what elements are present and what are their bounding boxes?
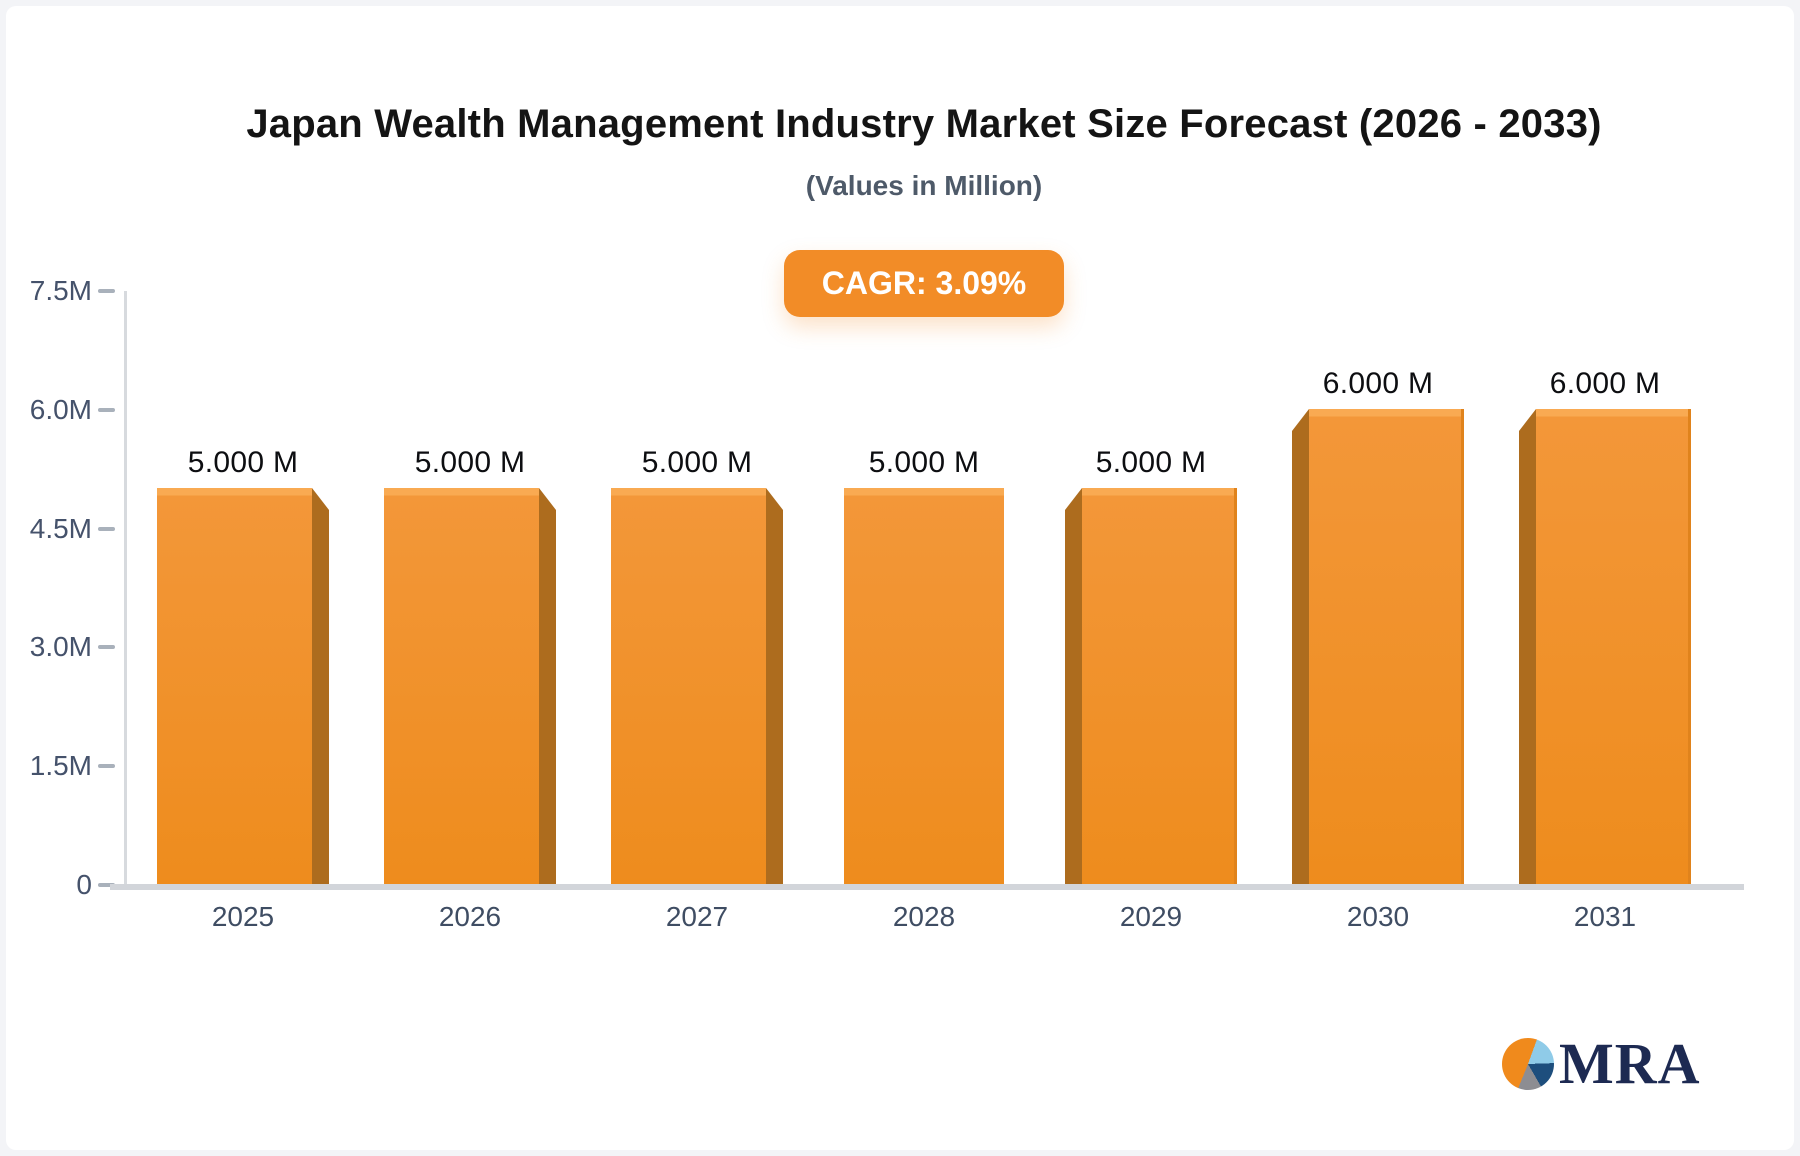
bar-side-shade-2026: [539, 488, 556, 884]
bar-face-2028: [844, 488, 1004, 884]
bar-value-label-2025: 5.000 M: [187, 446, 299, 479]
bar-side-shade-2030: [1292, 409, 1309, 884]
y-axis-tick-mark: [98, 407, 115, 412]
y-axis-tick-label: 4.5M: [29, 512, 92, 544]
x-axis-label-2027: 2027: [665, 901, 729, 932]
bar-face-2029: [1082, 488, 1237, 884]
bar-2025: [157, 488, 329, 884]
bar-2029: [1065, 488, 1237, 884]
cagr-badge-row: CAGR: 3.09%: [48, 250, 1800, 317]
bar-value-label-2030: 6.000 M: [1322, 367, 1434, 400]
bar-side-shade-2029: [1065, 488, 1082, 884]
x-axis-label-2026: 2026: [438, 901, 502, 932]
bar-face-2031: [1536, 409, 1691, 884]
bar-face-2027: [611, 488, 766, 884]
bar-value-label-2027: 5.000 M: [641, 446, 753, 479]
y-axis-tick-label: 0: [76, 869, 92, 900]
bar-value-label-2031: 6.000 M: [1549, 367, 1661, 400]
chart-subtitle: (Values in Million): [805, 170, 1043, 201]
y-axis-tick-label: 7.5M: [29, 275, 92, 306]
x-axis-label-2031: 2031: [1573, 901, 1637, 932]
x-axis-label-2025: 2025: [211, 901, 275, 932]
mra-logo: MRA: [1502, 1031, 1701, 1096]
bar-2030: [1292, 409, 1464, 884]
bar-2028: [838, 488, 1010, 884]
y-axis-tick-mark: [98, 764, 115, 769]
y-axis-tick-label: 1.5M: [29, 750, 92, 782]
x-axis-label-2029: 2029: [1119, 901, 1183, 932]
bar-face-2030: [1309, 409, 1464, 884]
bar-side-shade-2025: [312, 488, 329, 884]
x-axis-label-2028: 2028: [892, 901, 956, 932]
chart-title: Japan Wealth Management Industry Market …: [246, 102, 1602, 146]
cagr-badge: CAGR: 3.09%: [783, 250, 1065, 317]
y-axis-line: [124, 291, 127, 884]
bar-2026: [384, 488, 556, 884]
bar-2027: [611, 488, 783, 884]
bar-value-label-2029: 5.000 M: [1095, 446, 1207, 479]
mra-pie-chart-icon: [1502, 1038, 1554, 1090]
y-axis-tick-mark: [98, 645, 115, 650]
bar-2031: [1519, 409, 1691, 884]
bar-face-2025: [157, 488, 312, 884]
x-axis-line: [110, 884, 1744, 890]
bar-side-shade-2027: [766, 488, 783, 884]
y-axis-tick-mark: [98, 526, 115, 531]
mra-logo-text: MRA: [1559, 1031, 1701, 1096]
bar-face-2026: [384, 488, 539, 884]
y-axis-tick-mark: [98, 883, 115, 887]
y-axis-tick-label: 3.0M: [29, 631, 92, 663]
bar-value-label-2028: 5.000 M: [868, 446, 980, 479]
y-axis-tick-mark: [98, 289, 115, 293]
bar-side-shade-2031: [1519, 409, 1536, 884]
x-axis-label-2030: 2030: [1346, 901, 1410, 932]
y-axis-tick-label: 6.0M: [29, 393, 92, 425]
bar-value-label-2026: 5.000 M: [414, 446, 526, 479]
